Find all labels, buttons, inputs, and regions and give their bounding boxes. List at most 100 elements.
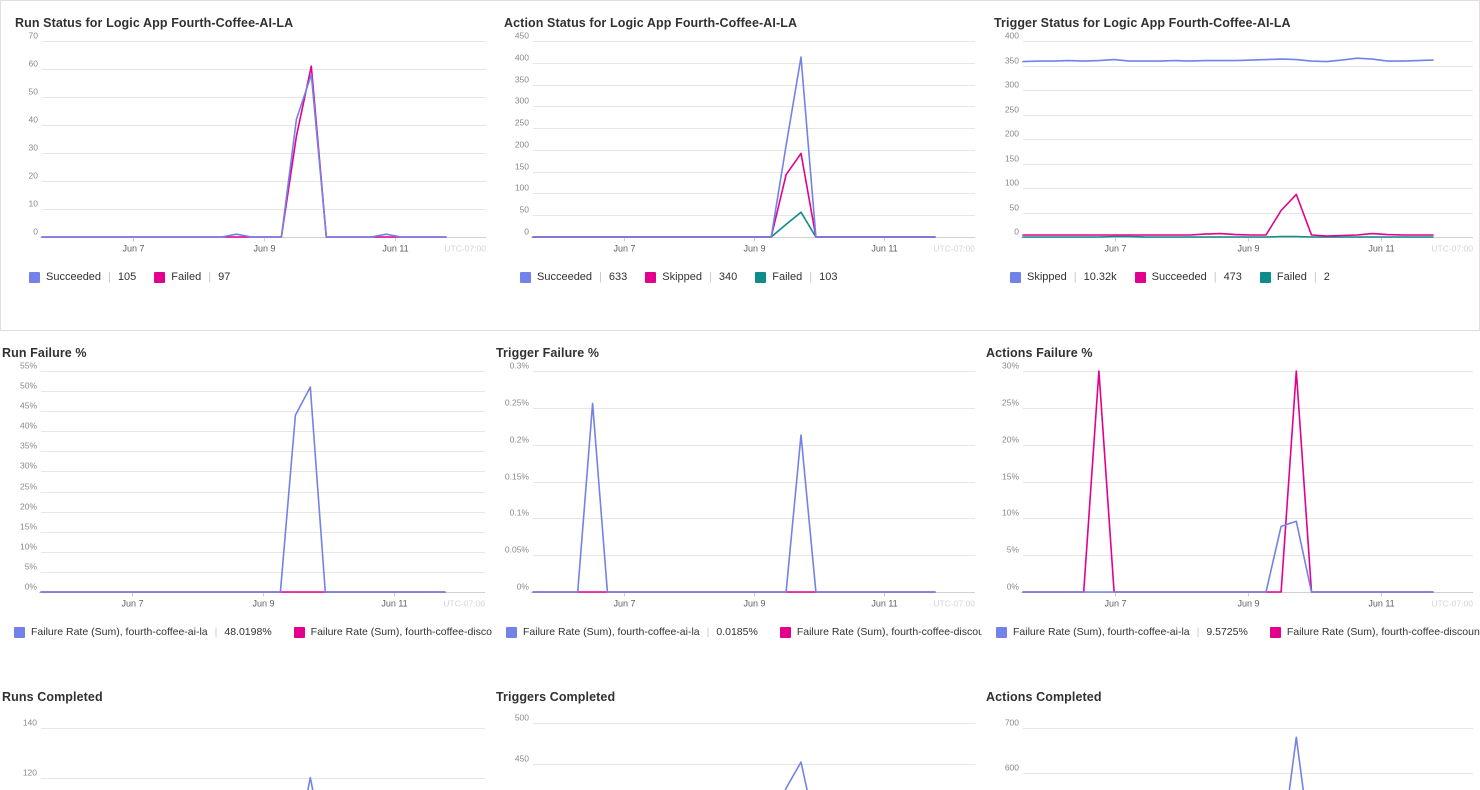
legend-series-label: Skipped: [662, 271, 703, 283]
chart-plot-triggers-completed[interactable]: 350400450500: [492, 705, 982, 790]
x-axis-tick-label: Jun 11: [1368, 599, 1394, 609]
y-axis-tick-label: 400: [1005, 31, 1019, 41]
legend-item[interactable]: Succeeded | 105: [29, 271, 136, 283]
chart-plot-run-failure[interactable]: 0% 5% 10% 15% 20% 25% 30% 35% 40% 45% 50% 55% Jun 7 J…: [0, 361, 492, 626]
chart-plot-runs-completed[interactable]: 100120140: [0, 705, 492, 790]
chart-series-line: [1288, 736, 1305, 790]
chart-svg: 0 50 100 150 200 250 300 350 400 Jun 7 Jun 9 Jun 11…: [1005, 31, 1473, 254]
chart-legend-trigger-failure[interactable]: Failure Rate (Sum), fourth-coffee-ai-la |…: [492, 626, 1025, 638]
y-axis-tick-label: 0: [33, 227, 38, 237]
chart-card-trigger-failure[interactable]: Trigger Failure % 0% 0.05% 0.1% 0.15% 0.2% 0.…: [492, 331, 1025, 675]
y-axis-tick-label: 20%: [20, 502, 37, 512]
chart-series-line: [532, 56, 936, 238]
chart-card-action-status[interactable]: Action Status for Logic App Fourth-Coffe…: [492, 0, 982, 331]
y-axis-tick-label: 20: [29, 171, 39, 181]
y-axis-tick-label: 30: [29, 143, 39, 153]
legend-series-value: 10.32k: [1083, 271, 1117, 283]
legend-color-swatch-icon: [14, 626, 25, 638]
y-axis-tick-label: 5%: [1007, 545, 1020, 555]
legend-item[interactable]: Failed | 97: [154, 271, 230, 283]
chart-plot-trigger-failure[interactable]: 0% 0.05% 0.1% 0.15% 0.2% 0.25% 0.3% Jun 7 Jun 9 J…: [492, 361, 982, 626]
chart-card-runs-completed[interactable]: Runs Completed 100120140: [0, 675, 492, 790]
y-axis-tick-label: 35%: [20, 441, 37, 451]
y-axis-tick-label: 0.25%: [505, 398, 530, 408]
chart-card-triggers-completed[interactable]: Triggers Completed 350400450500: [492, 675, 982, 790]
legend-item[interactable]: Skipped | 10.32k: [1010, 271, 1117, 283]
legend-separator: |: [599, 271, 602, 283]
y-axis-tick-label: 0%: [517, 582, 530, 592]
y-axis-tick-label: 140: [23, 718, 37, 728]
chart-title-run-failure: Run Failure %: [2, 346, 87, 360]
chart-legend-action-status[interactable]: Succeeded | 633 Skipped | 340 Failed | 103: [492, 271, 982, 283]
y-axis-tick-label: 0%: [1007, 582, 1020, 592]
chart-series-line: [40, 386, 446, 593]
legend-series-label: Failure Rate (Sum), fourth-coffee-ai-la: [523, 626, 700, 638]
y-axis-tick-label: 30%: [20, 461, 37, 471]
y-axis-tick-label: 150: [515, 162, 529, 172]
legend-series-value: 633: [608, 271, 628, 283]
legend-separator: |: [706, 626, 710, 638]
legend-item[interactable]: Failure Rate (Sum), fourth-coffee-ai-la |…: [14, 626, 272, 638]
chart-series-line: [1022, 193, 1434, 237]
y-axis-tick-label: 600: [1005, 763, 1019, 773]
chart-card-run-status[interactable]: Run Status for Logic App Fourth-Coffee-A…: [0, 0, 492, 331]
y-axis-tick-label: 450: [515, 31, 529, 41]
x-axis-tick-label: Jun 11: [871, 599, 897, 609]
legend-separator: |: [208, 271, 212, 283]
y-axis-tick-label: 40%: [20, 421, 37, 431]
chart-title-triggers-completed: Triggers Completed: [496, 690, 616, 704]
chart-plot-actions-completed[interactable]: 500600700: [982, 705, 1480, 790]
chart-card-trigger-status[interactable]: Trigger Status for Logic App Fourth-Coff…: [982, 0, 1480, 331]
legend-series-label: Failure Rate (Sum), fourth-coffee-ai-la: [31, 626, 208, 638]
legend-series-label: Succeeded: [46, 271, 102, 283]
legend-series-label: Skipped: [1027, 271, 1067, 283]
legend-item[interactable]: Failure Rate (Sum), fourth-coffee-discou…: [1269, 626, 1480, 638]
legend-color-swatch-icon: [520, 271, 531, 283]
chart-legend-run-failure[interactable]: Failure Rate (Sum), fourth-coffee-ai-la |…: [0, 626, 538, 638]
y-axis-tick-label: 10%: [20, 542, 37, 552]
chart-plot-trigger-status[interactable]: 0 50 100 150 200 250 300 350 400 Jun 7 Jun 9 Jun 11…: [982, 31, 1479, 271]
y-axis-tick-label: 25%: [20, 482, 37, 492]
y-axis-tick-label: 150: [1005, 154, 1019, 164]
y-axis-tick-label: 500: [515, 713, 529, 723]
chart-legend-run-status[interactable]: Succeeded | 105 Failed | 97: [1, 271, 492, 283]
legend-item[interactable]: Succeeded | 633: [520, 271, 627, 283]
chart-svg: 0 50 100 150 200 250 300 350 400 450 Jun 7 Jun 9 Jun…: [515, 31, 975, 254]
chart-legend-trigger-status[interactable]: Skipped | 10.32k Succeeded | 473 Failed | 2: [982, 271, 1479, 283]
y-axis-tick-label: 100: [515, 183, 529, 193]
legend-series-label: Failure Rate (Sum), fourth-coffee-ai-la: [1013, 626, 1190, 638]
chart-series-line: [784, 761, 808, 790]
legend-item[interactable]: Failure Rate (Sum), fourth-coffee-ai-la |…: [996, 626, 1248, 638]
legend-item[interactable]: Skipped | 340: [645, 271, 737, 283]
chart-series-line: [41, 65, 447, 238]
chart-plot-run-status[interactable]: 0 10 20 30 40 50 60 70 Jun 7 Jun 9 Jun 11 UTC-07:00: [1, 31, 492, 271]
chart-series-line: [1022, 57, 1434, 63]
y-axis-tick-label: 50%: [20, 381, 37, 391]
chart-card-actions-failure[interactable]: Actions Failure % 0% 5% 10% 15% 20% 25% 30% Jun…: [982, 331, 1480, 675]
chart-svg: 350400450500: [515, 713, 975, 790]
chart-plot-action-status[interactable]: 0 50 100 150 200 250 300 350 400 450 Jun 7 Jun 9 Jun…: [492, 31, 982, 271]
chart-svg: 0% 5% 10% 15% 20% 25% 30% Jun 7 Jun 9 Jun 11 UTC-0…: [1002, 361, 1473, 609]
chart-plot-actions-failure[interactable]: 0% 5% 10% 15% 20% 25% 30% Jun 7 Jun 9 Jun 11 UTC-0…: [982, 361, 1480, 626]
y-axis-tick-label: 0.05%: [505, 545, 530, 555]
legend-series-value: 97: [218, 271, 231, 283]
chart-legend-actions-failure[interactable]: Failure Rate (Sum), fourth-coffee-ai-la |…: [982, 626, 1480, 638]
y-axis-tick-label: 700: [1005, 718, 1019, 728]
chart-card-run-failure[interactable]: Run Failure % 0% 5% 10% 15% 20% 25% 30% 35% 40% 4…: [0, 331, 538, 675]
x-axis-tick-label: Jun 9: [743, 244, 765, 254]
chart-title-action-status: Action Status for Logic App Fourth-Coffe…: [504, 16, 798, 30]
x-axis-tick-label: Jun 7: [613, 599, 635, 609]
chart-card-actions-completed[interactable]: Actions Completed 500600700: [982, 675, 1480, 790]
y-axis-tick-label: 100: [1005, 178, 1019, 188]
legend-item[interactable]: Failed | 103: [755, 271, 837, 283]
x-axis-tick-label: Jun 9: [743, 599, 765, 609]
chart-series-line: [1022, 370, 1434, 593]
legend-series-label: Failed: [171, 271, 202, 283]
x-axis-tick-label: Jun 11: [1368, 244, 1394, 254]
legend-item[interactable]: Failure Rate (Sum), fourth-coffee-ai-la |…: [506, 626, 758, 638]
legend-series-label: Failure Rate (Sum), fourth-coffee-discou…: [310, 626, 507, 638]
legend-item[interactable]: Succeeded | 473: [1134, 271, 1242, 283]
dashboard-row-failure: Run Failure % 0% 5% 10% 15% 20% 25% 30% 35% 40% 4…: [0, 331, 1480, 675]
legend-item[interactable]: Failed | 2: [1259, 271, 1330, 283]
